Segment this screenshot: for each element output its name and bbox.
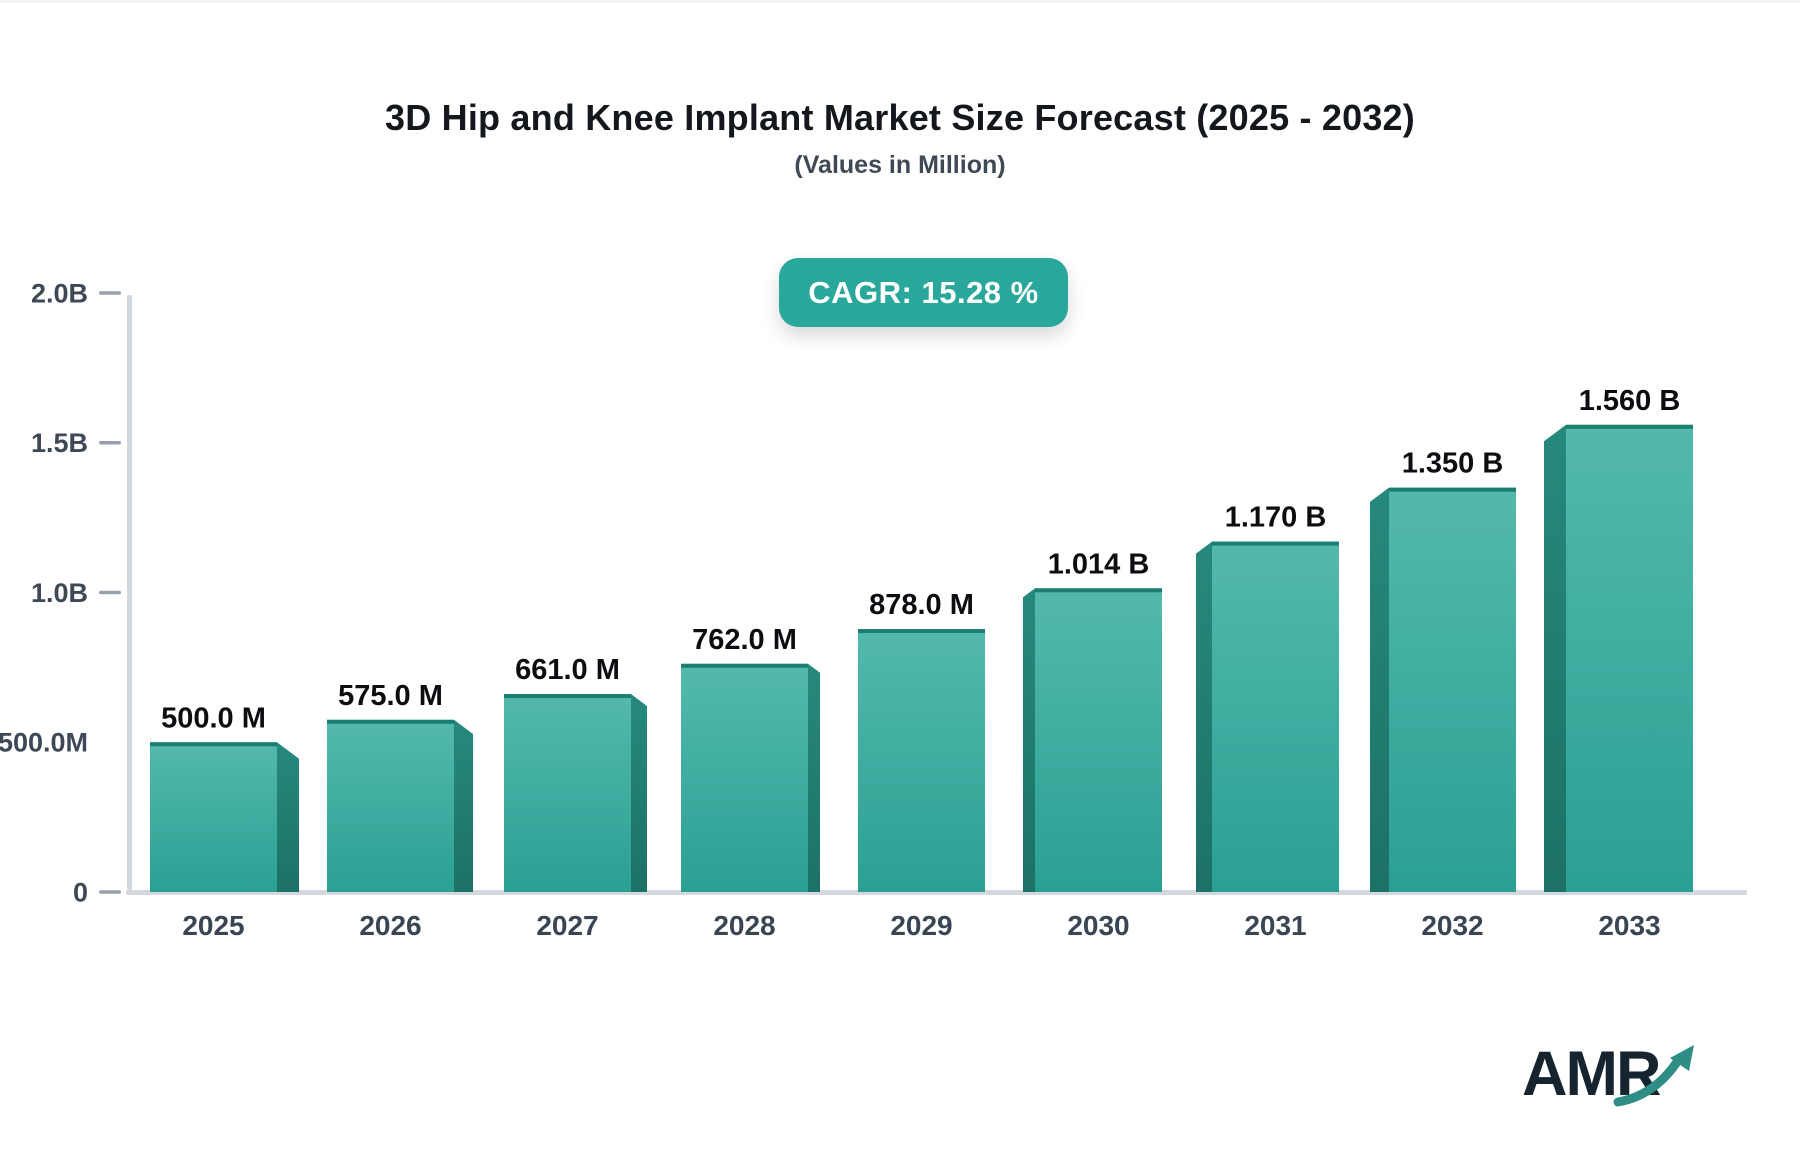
- bar-2026: [327, 719, 454, 892]
- bar-2028: [681, 663, 808, 892]
- bar-side-2026: [454, 719, 473, 892]
- bar-value-label-2033: 1.560 B: [1579, 385, 1681, 417]
- bar-top-edge-2032: [1389, 487, 1516, 492]
- x-axis-label-2033: 2033: [1598, 910, 1660, 941]
- bar-side-2027: [631, 694, 647, 892]
- bar-top-edge-2029: [858, 629, 985, 634]
- x-axis-label-2027: 2027: [536, 910, 598, 941]
- y-axis-label-0: 0: [73, 877, 88, 907]
- bar-2030: [1035, 588, 1162, 892]
- bar-side-2032: [1370, 487, 1389, 892]
- bar-side-2031: [1196, 541, 1212, 892]
- x-axis-label-2030: 2030: [1067, 910, 1129, 941]
- bar-2031: [1212, 541, 1339, 892]
- bar-2029: [858, 629, 985, 892]
- bar-top-edge-2028: [681, 663, 808, 668]
- growth-arrow-icon: [1613, 1045, 1694, 1107]
- bar-side-2030: [1023, 588, 1035, 892]
- bar-top-edge-2030: [1035, 588, 1162, 593]
- y-axis-tick-2.0B: [99, 291, 121, 295]
- amr-logo: AMR: [1522, 1031, 1712, 1113]
- x-axis-label-2026: 2026: [359, 910, 421, 941]
- amr-logo-graphic: AMR: [1522, 1039, 1694, 1109]
- bar-value-label-2028: 762.0 M: [692, 624, 797, 656]
- bar-2033: [1566, 424, 1693, 892]
- x-axis-label-2029: 2029: [890, 910, 952, 941]
- bar-2027: [504, 694, 631, 892]
- bar-value-label-2031: 1.170 B: [1225, 502, 1327, 534]
- y-axis-tick-0: [99, 890, 121, 894]
- y-axis-label-2.0B: 2.0B: [31, 278, 88, 308]
- y-axis-tick-1.5B: [99, 440, 121, 445]
- bar-2032: [1389, 487, 1516, 892]
- y-axis-tick-1.0B: [99, 590, 121, 595]
- bar-value-label-2030: 1.014 B: [1048, 548, 1150, 580]
- x-axis-label-2028: 2028: [713, 910, 775, 941]
- chart-subtitle: (Values in Million): [794, 151, 1006, 179]
- bar-side-2028: [808, 663, 820, 892]
- cagr-badge: CAGR: 15.28 %: [779, 258, 1068, 327]
- bar-value-label-2027: 661.0 M: [515, 654, 620, 686]
- x-axis-label-2031: 2031: [1244, 910, 1306, 941]
- bar-top-edge-2031: [1212, 541, 1339, 546]
- y-axis-line: [127, 295, 132, 892]
- market-size-bar-chart: 2.0B 1.5B 1.0B 500.0M 0 500.0 M 2025 575.0 M 202…: [0, 278, 1747, 941]
- bar-top-edge-2027: [504, 694, 631, 699]
- x-axis-label-2032: 2032: [1421, 910, 1483, 941]
- bar-2025: [150, 742, 277, 892]
- bar-value-label-2026: 575.0 M: [338, 680, 443, 712]
- bar-side-2025: [277, 742, 299, 892]
- y-axis-label-1.5B: 1.5B: [31, 428, 88, 458]
- bar-side-2033: [1544, 424, 1566, 892]
- x-axis-label-2025: 2025: [182, 910, 244, 941]
- bar-value-label-2032: 1.350 B: [1402, 448, 1504, 480]
- chart-title: 3D Hip and Knee Implant Market Size Fore…: [385, 97, 1415, 138]
- bar-value-label-2029: 878.0 M: [869, 589, 974, 621]
- y-axis-label-1.0B: 1.0B: [31, 578, 88, 608]
- bar-top-edge-2033: [1566, 424, 1693, 429]
- bar-value-label-2025: 500.0 M: [161, 702, 266, 734]
- y-axis-label-500.0M: 500.0M: [0, 728, 88, 758]
- bar-top-edge-2026: [327, 719, 454, 724]
- bar-top-edge-2025: [150, 742, 277, 747]
